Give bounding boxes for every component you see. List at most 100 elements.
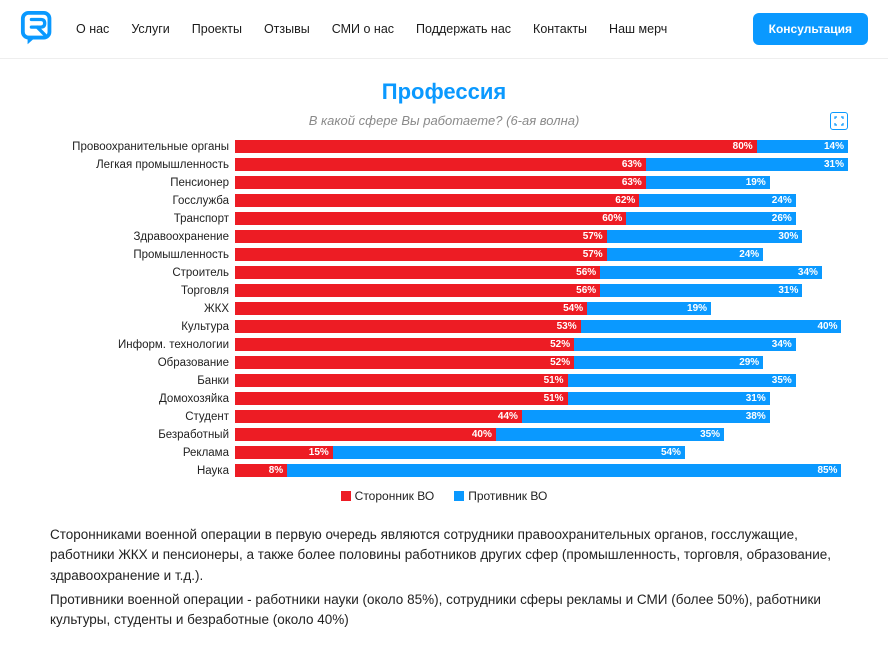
bar-red: 60% [235, 212, 626, 225]
row-label: Транспорт [40, 213, 235, 225]
row-bars: 54%19% [235, 300, 848, 317]
bar-red: 52% [235, 356, 574, 369]
row-bars: 52%29% [235, 354, 848, 371]
legend-item-red: Сторонник ВО [341, 489, 435, 503]
chart-row: Легкая промышленность63%31% [40, 156, 848, 173]
row-label: Банки [40, 375, 235, 387]
chart-row: Студент44%38% [40, 408, 848, 425]
paragraph-2: Противники военной операции - работники … [50, 590, 838, 631]
bar-red: 56% [235, 284, 600, 297]
body-text: Сторонниками военной операции в первую о… [40, 525, 848, 630]
chart-row: Безработный40%35% [40, 426, 848, 443]
row-bars: 53%40% [235, 318, 848, 335]
row-label: Торговля [40, 285, 235, 297]
nav-item-4[interactable]: СМИ о нас [332, 22, 394, 36]
row-bars: 57%24% [235, 246, 848, 263]
bar-red: 51% [235, 392, 568, 405]
row-label: Образование [40, 357, 235, 369]
row-bars: 57%30% [235, 228, 848, 245]
subtitle-row: В какой сфере Вы работаете? (6-ая волна) [40, 113, 848, 128]
bar-red: 56% [235, 266, 600, 279]
paragraph-1: Сторонниками военной операции в первую о… [50, 525, 838, 586]
bar-red: 8% [235, 464, 287, 477]
row-label: Информ. технологии [40, 339, 235, 351]
row-label: Легкая промышленность [40, 159, 235, 171]
row-bars: 15%54% [235, 444, 848, 461]
row-bars: 56%31% [235, 282, 848, 299]
row-label: Провоохранительные органы [40, 141, 235, 153]
row-label: Домохозяйка [40, 393, 235, 405]
bar-blue: 31% [646, 158, 848, 171]
nav-item-0[interactable]: О нас [76, 22, 109, 36]
expand-icon[interactable] [830, 112, 848, 130]
bar-blue: 35% [496, 428, 724, 441]
cta-button[interactable]: Консультация [753, 13, 868, 45]
content: Профессия В какой сфере Вы работаете? (6… [0, 59, 888, 664]
chart-row: Домохозяйка51%31% [40, 390, 848, 407]
bar-red: 57% [235, 248, 607, 261]
chart-row: Здравоохранение57%30% [40, 228, 848, 245]
swatch-blue [454, 491, 464, 501]
bar-red: 63% [235, 158, 646, 171]
row-bars: 8%85% [235, 462, 848, 479]
row-label: Здравоохранение [40, 231, 235, 243]
bar-red: 63% [235, 176, 646, 189]
bar-blue: 24% [607, 248, 764, 261]
chart-row: Банки51%35% [40, 372, 848, 389]
bar-red: 52% [235, 338, 574, 351]
nav-item-1[interactable]: Услуги [131, 22, 169, 36]
bar-blue: 40% [581, 320, 842, 333]
chart-row: Торговля56%31% [40, 282, 848, 299]
chart-subtitle: В какой сфере Вы работаете? (6-ая волна) [309, 113, 580, 128]
nav-item-3[interactable]: Отзывы [264, 22, 310, 36]
swatch-red [341, 491, 351, 501]
bar-blue: 19% [587, 302, 711, 315]
row-label: Безработный [40, 429, 235, 441]
row-label: Госслужба [40, 195, 235, 207]
bar-red: 40% [235, 428, 496, 441]
bar-red: 57% [235, 230, 607, 243]
bar-blue: 34% [574, 338, 796, 351]
legend-label-blue: Противник ВО [468, 489, 547, 503]
chart-row: Промышленность57%24% [40, 246, 848, 263]
chart-title: Профессия [40, 79, 848, 105]
bar-blue: 38% [522, 410, 770, 423]
chart-row: Транспорт60%26% [40, 210, 848, 227]
chart-row: Провоохранительные органы80%14% [40, 138, 848, 155]
legend-item-blue: Противник ВО [454, 489, 547, 503]
row-label: Реклама [40, 447, 235, 459]
chart-row: ЖКХ54%19% [40, 300, 848, 317]
row-bars: 60%26% [235, 210, 848, 227]
row-label: Студент [40, 411, 235, 423]
legend-label-red: Сторонник ВО [355, 489, 435, 503]
row-bars: 62%24% [235, 192, 848, 209]
nav-item-6[interactable]: Контакты [533, 22, 587, 36]
bar-chart: Провоохранительные органы80%14%Легкая пр… [40, 138, 848, 479]
row-label: Строитель [40, 267, 235, 279]
nav-item-2[interactable]: Проекты [192, 22, 242, 36]
bar-red: 62% [235, 194, 639, 207]
row-bars: 52%34% [235, 336, 848, 353]
main-nav: О нас Услуги Проекты Отзывы СМИ о нас Поддерж… [76, 22, 753, 36]
row-bars: 44%38% [235, 408, 848, 425]
bar-red: 15% [235, 446, 333, 459]
bar-blue: 19% [646, 176, 770, 189]
nav-item-7[interactable]: Наш мерч [609, 22, 667, 36]
row-label: Культура [40, 321, 235, 333]
logo[interactable] [20, 10, 58, 48]
bar-blue: 34% [600, 266, 822, 279]
row-bars: 63%31% [235, 156, 848, 173]
bar-blue: 54% [333, 446, 685, 459]
row-bars: 51%31% [235, 390, 848, 407]
row-label: ЖКХ [40, 303, 235, 315]
bar-blue: 24% [639, 194, 796, 207]
bar-red: 51% [235, 374, 568, 387]
bar-blue: 31% [568, 392, 770, 405]
chart-row: Пенсионер63%19% [40, 174, 848, 191]
chart-row: Информ. технологии52%34% [40, 336, 848, 353]
bar-blue: 30% [607, 230, 803, 243]
row-bars: 80%14% [235, 138, 848, 155]
bar-blue: 31% [600, 284, 802, 297]
row-bars: 56%34% [235, 264, 848, 281]
nav-item-5[interactable]: Поддержать нас [416, 22, 511, 36]
